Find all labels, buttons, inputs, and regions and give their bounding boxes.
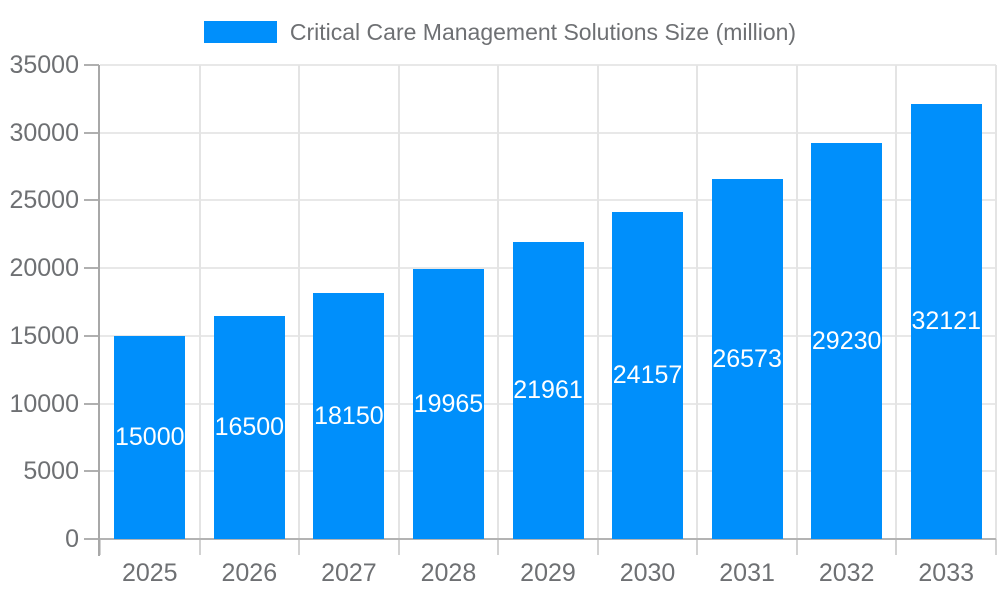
y-tick-label: 25000 [9, 186, 79, 215]
x-axis-tick [895, 539, 898, 555]
x-tick-label: 2025 [121, 559, 178, 587]
bar[interactable] [811, 143, 883, 539]
x-axis-tick [995, 539, 997, 555]
legend-label: Critical Care Management Solutions Size … [289, 19, 797, 45]
x-tick-label: 2028 [420, 559, 477, 587]
bar-value-label: 24157 [612, 361, 683, 390]
v-gridline [596, 65, 599, 539]
y-tick-label: 10000 [9, 389, 79, 418]
x-axis-tick [397, 539, 400, 555]
bar-value-label: 26573 [712, 345, 782, 374]
y-axis-tick [84, 402, 99, 405]
bar-value-label: 19965 [413, 389, 484, 418]
x-axis-tick [497, 539, 500, 555]
x-axis-tick [99, 539, 101, 555]
x-axis-tick [198, 539, 201, 555]
bar[interactable] [711, 179, 783, 539]
x-axis-line [100, 538, 996, 540]
h-gridline [100, 131, 996, 134]
y-axis-tick [84, 470, 99, 473]
bar-value-label: 15000 [115, 423, 185, 452]
v-gridline [397, 65, 400, 539]
x-tick-label: 2026 [221, 559, 278, 587]
y-axis-tick [84, 131, 99, 134]
bar[interactable] [412, 268, 484, 539]
bar[interactable] [114, 335, 186, 539]
x-tick-label: 2031 [719, 559, 775, 587]
legend-swatch [203, 21, 277, 43]
x-tick-label: 2029 [520, 559, 576, 587]
y-tick-label: 0 [65, 525, 79, 553]
h-gridline [100, 199, 996, 202]
v-gridline [795, 65, 798, 539]
y-axis-tick [84, 334, 99, 337]
x-tick-label: 2027 [321, 559, 377, 587]
x-axis-tick [696, 539, 699, 555]
y-axis-tick [84, 538, 99, 540]
bar[interactable] [313, 293, 385, 539]
x-axis-tick [795, 539, 798, 555]
bar-value-label: 29230 [811, 327, 882, 356]
legend-item[interactable]: Critical Care Management Solutions Size … [0, 19, 1000, 45]
y-axis-tick [84, 64, 99, 66]
bar-value-label: 21961 [513, 376, 583, 405]
x-tick-label: 2030 [619, 559, 676, 587]
bar[interactable] [612, 211, 684, 539]
y-axis-tick [84, 199, 99, 202]
y-tick-label: 20000 [9, 254, 79, 283]
y-tick-label: 15000 [9, 321, 79, 350]
y-tick-label: 35000 [9, 51, 79, 79]
y-tick-label: 5000 [23, 457, 79, 486]
v-gridline [696, 65, 699, 539]
bar-value-label: 32121 [911, 307, 981, 336]
v-gridline [298, 65, 301, 539]
v-gridline [198, 65, 201, 539]
x-axis-tick [596, 539, 599, 555]
v-gridline [995, 65, 997, 539]
v-gridline [497, 65, 500, 539]
x-tick-label: 2032 [818, 559, 875, 587]
bar[interactable] [512, 241, 584, 539]
y-axis-tick [84, 267, 99, 270]
bar-value-label: 16500 [214, 413, 285, 442]
x-tick-label: 2033 [918, 559, 975, 587]
y-tick-label: 30000 [9, 118, 79, 147]
h-gridline [100, 64, 996, 66]
bar[interactable] [213, 315, 285, 539]
x-axis-tick [298, 539, 301, 555]
bar[interactable] [910, 103, 982, 539]
y-axis-line [98, 65, 100, 556]
bar-value-label: 18150 [314, 402, 384, 431]
v-gridline [895, 65, 898, 539]
